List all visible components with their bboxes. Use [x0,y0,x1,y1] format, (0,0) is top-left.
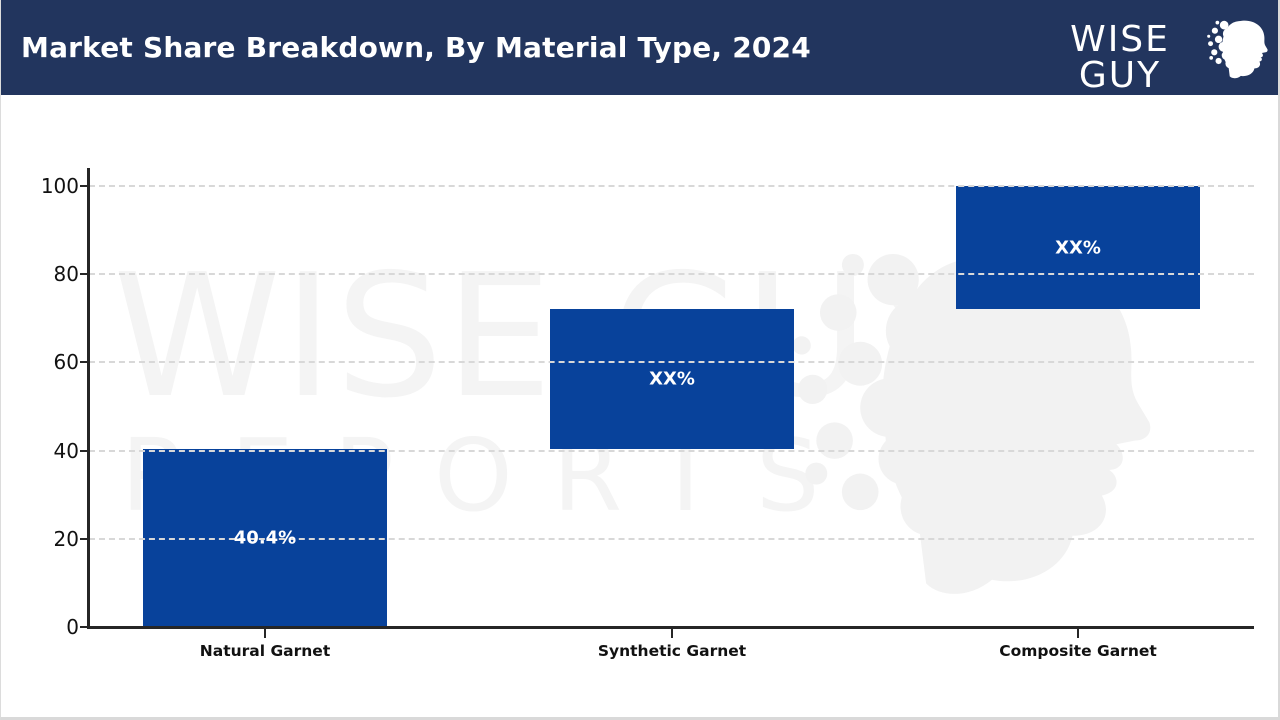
y-tick-label: 0 [66,615,79,639]
y-tick-mark [80,537,89,540]
x-axis-line [87,626,1254,629]
bar-synthetic-garnet [550,309,794,449]
gridline [89,449,1254,452]
bar-value-label: XX% [649,368,695,390]
y-tick-mark [80,185,89,187]
gridline [89,361,1254,364]
page-title: Market Share Breakdown, By Material Type… [21,31,811,64]
x-tick-mark [264,629,266,638]
y-tick-mark [80,361,89,364]
wise-guy-reports-logo: WISE GUY REPORTS [1029,6,1269,115]
dotted-head-icon [1205,8,1273,88]
bar-value-label: XX% [1055,237,1101,259]
x-category-label: Synthetic Garnet [597,642,747,660]
x-category-label: Composite Garnet [999,642,1157,660]
y-tick-label: 60 [53,350,79,375]
y-tick-mark [80,626,89,628]
gridline [89,537,1254,540]
y-tick-label: 20 [53,526,79,551]
bar-composite-garnet [956,186,1200,310]
y-axis-line [87,168,90,629]
gridline [89,273,1254,276]
y-tick-label: 80 [53,262,79,287]
x-category-label: Natural Garnet [199,642,331,660]
watermark-line1: WISE GUY [113,238,977,436]
y-tick-mark [80,273,89,276]
y-tick-label: 100 [40,174,79,198]
y-tick-mark [80,449,89,452]
gridline [89,185,1254,187]
logo-brand-name: WISE GUY [1070,19,1170,96]
x-tick-mark [671,629,673,638]
y-tick-label: 40 [53,438,79,463]
x-tick-mark [1077,629,1079,638]
header-bar: Market Share Breakdown, By Material Type… [1,0,1278,115]
logo-text: WISE GUY REPORTS [1029,19,1211,116]
bar-value-label: 40.4% [233,527,297,549]
logo-brand-subtitle: REPORTS [1050,97,1196,115]
